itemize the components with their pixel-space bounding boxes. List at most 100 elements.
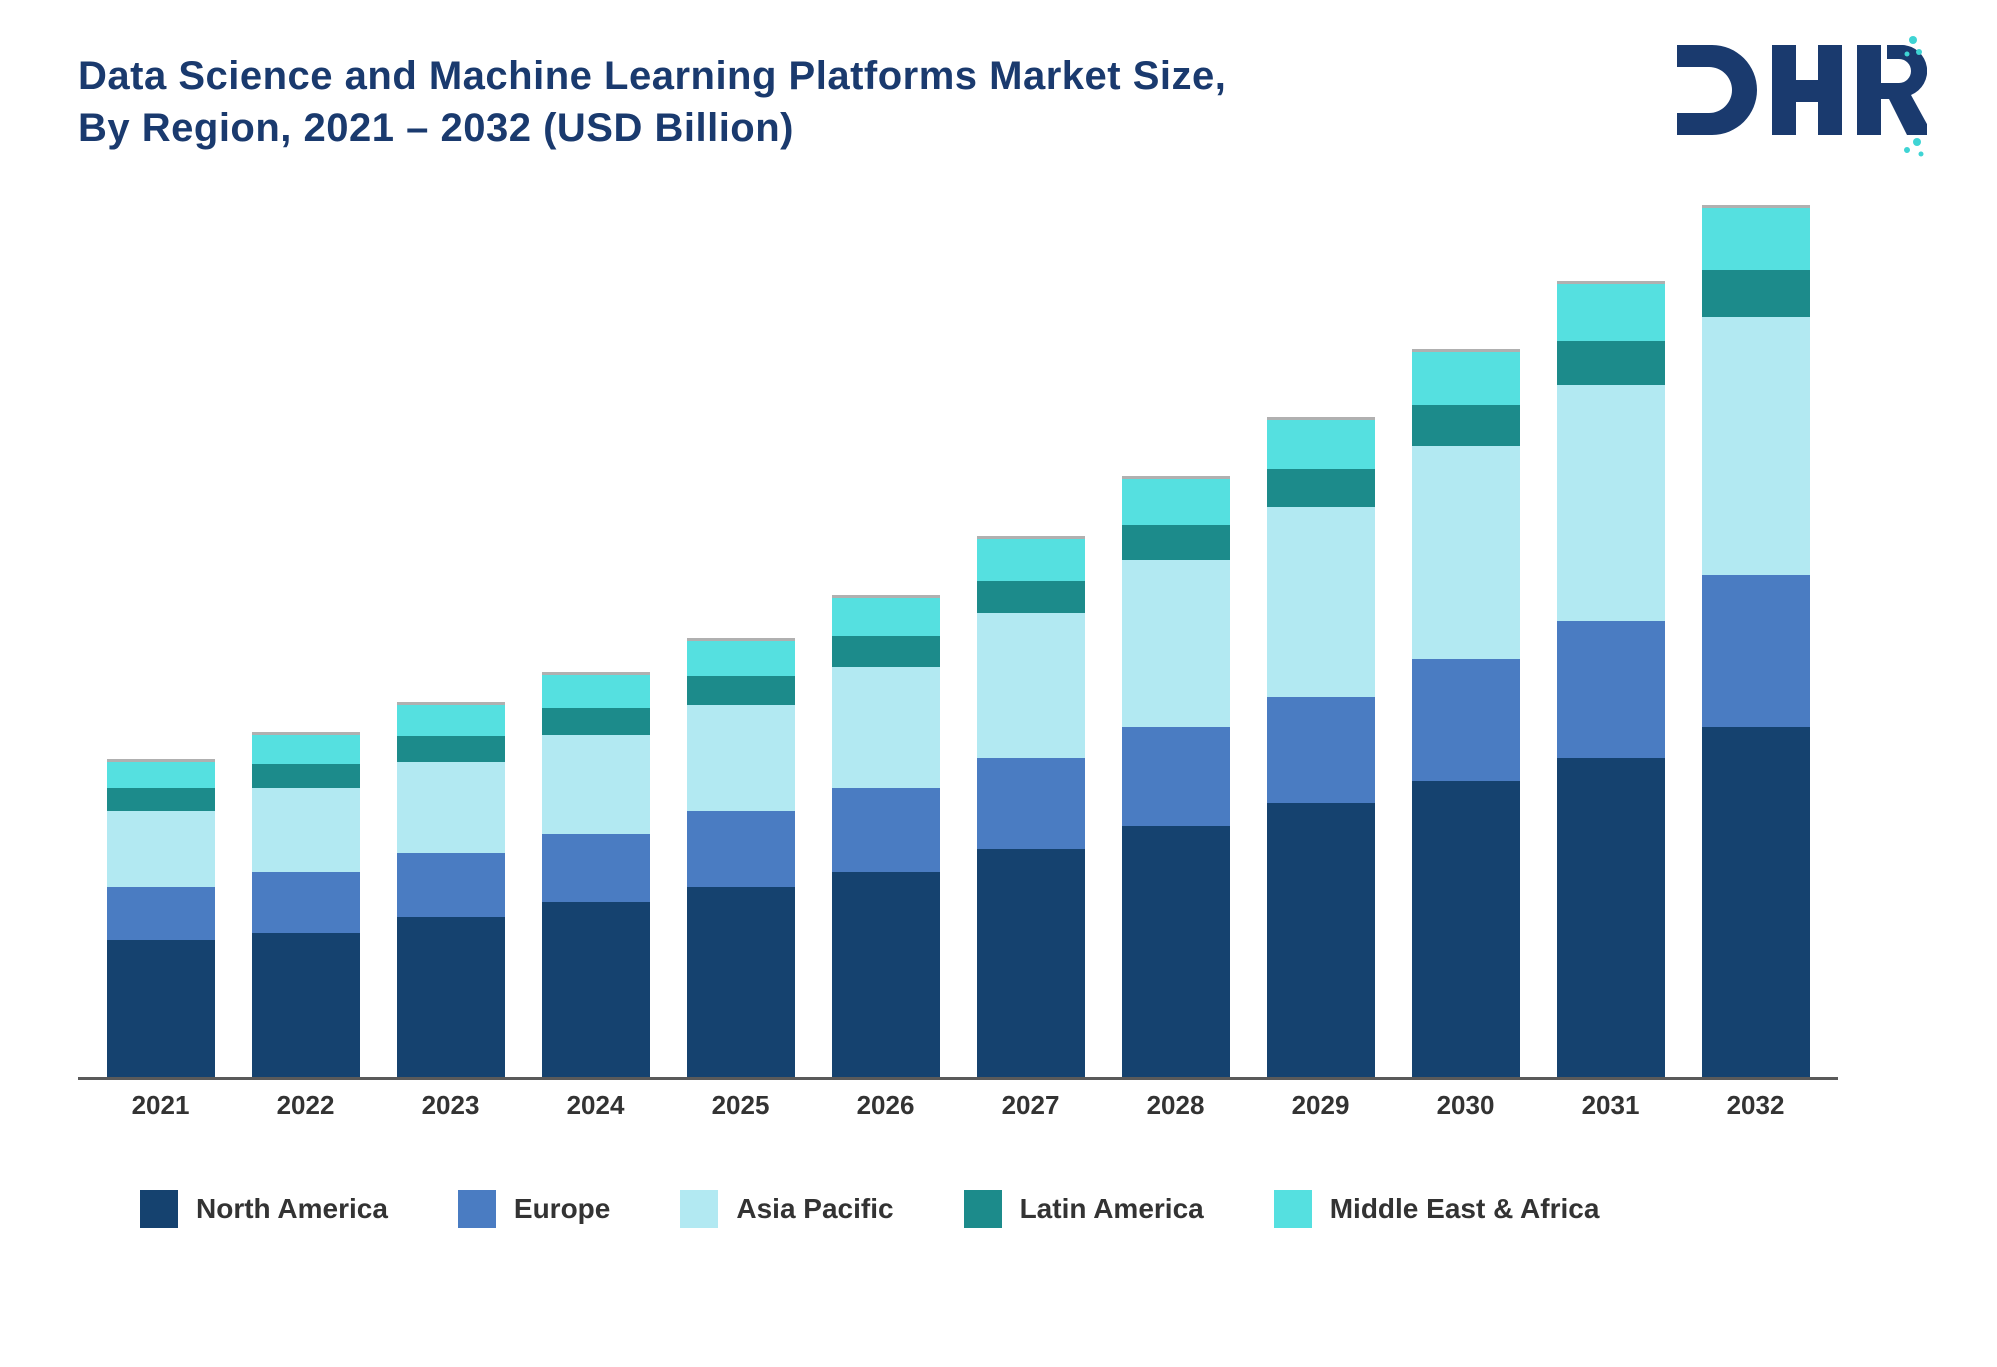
bar-segment [1702, 270, 1810, 317]
bar-segment [977, 758, 1085, 849]
bar-segment [832, 636, 940, 666]
x-axis-label: 2027 [977, 1090, 1085, 1121]
plot-area [78, 260, 1838, 1080]
stacked-bar [1557, 281, 1665, 1077]
x-axis-label: 2026 [832, 1090, 940, 1121]
legend: North America Europe Asia Pacific Latin Ame… [140, 1190, 1599, 1228]
bar-segment [252, 872, 360, 933]
bar-segment [1557, 284, 1665, 342]
x-axis-label: 2025 [687, 1090, 795, 1121]
stacked-bar [832, 595, 940, 1077]
x-axis-label: 2029 [1267, 1090, 1375, 1121]
legend-swatch [140, 1190, 178, 1228]
bar-column [107, 759, 215, 1077]
x-axis-line [78, 1077, 1838, 1080]
x-axis-label: 2021 [107, 1090, 215, 1121]
bar-segment [1122, 727, 1230, 826]
stacked-bar [977, 536, 1085, 1077]
legend-item: Europe [458, 1190, 610, 1228]
bar-segment [1267, 507, 1375, 697]
legend-label: Latin America [1020, 1193, 1204, 1225]
legend-item: Asia Pacific [680, 1190, 893, 1228]
bar-column [1702, 205, 1810, 1077]
x-axis-label: 2022 [252, 1090, 360, 1121]
chart-title-line-1: Data Science and Machine Learning Platfo… [78, 50, 1378, 102]
bar-segment [1702, 208, 1810, 270]
bar-segment [542, 834, 650, 902]
bar-segment [1702, 317, 1810, 575]
stacked-bar [1122, 476, 1230, 1077]
bar-segment [1122, 479, 1230, 525]
stacked-bar [397, 702, 505, 1077]
bar-column [977, 536, 1085, 1077]
bar-segment [397, 762, 505, 853]
bar-segment [687, 887, 795, 1077]
bar-segment [687, 705, 795, 811]
bar-segment [977, 581, 1085, 614]
bar-segment [542, 735, 650, 834]
legend-label: North America [196, 1193, 388, 1225]
bar-segment [687, 676, 795, 705]
x-axis-label: 2030 [1412, 1090, 1520, 1121]
chart-title: Data Science and Machine Learning Platfo… [78, 50, 1378, 154]
bars-container [78, 260, 1838, 1077]
bar-segment [107, 762, 215, 789]
stacked-bar [1702, 205, 1810, 1077]
bar-column [252, 732, 360, 1077]
stacked-bar [1267, 417, 1375, 1077]
stacked-bar [107, 759, 215, 1077]
legend-swatch [1274, 1190, 1312, 1228]
legend-item: Middle East & Africa [1274, 1190, 1600, 1228]
bar-segment [977, 539, 1085, 581]
bar-segment [542, 902, 650, 1077]
legend-swatch [680, 1190, 718, 1228]
bar-segment [832, 872, 940, 1077]
bar-segment [1122, 560, 1230, 727]
bar-column [687, 638, 795, 1077]
bar-segment [1557, 341, 1665, 385]
x-axis-label: 2028 [1122, 1090, 1230, 1121]
stacked-bar [687, 638, 795, 1077]
stacked-bar [252, 732, 360, 1077]
bar-column [832, 595, 940, 1077]
bar-segment [397, 736, 505, 762]
bar-segment [1557, 758, 1665, 1077]
x-axis-label: 2024 [542, 1090, 650, 1121]
bar-segment [107, 811, 215, 887]
bar-segment [1412, 352, 1520, 405]
bar-segment [397, 705, 505, 735]
bar-column [1267, 417, 1375, 1077]
bar-segment [252, 788, 360, 872]
legend-swatch [964, 1190, 1002, 1228]
bar-segment [1412, 446, 1520, 659]
x-axis-label: 2023 [397, 1090, 505, 1121]
bar-column [542, 672, 650, 1077]
legend-item: North America [140, 1190, 388, 1228]
bar-segment [542, 708, 650, 735]
bar-segment [1412, 781, 1520, 1077]
legend-item: Latin America [964, 1190, 1204, 1228]
bar-segment [1267, 803, 1375, 1077]
bar-segment [832, 598, 940, 636]
legend-swatch [458, 1190, 496, 1228]
legend-label: Middle East & Africa [1330, 1193, 1600, 1225]
bar-segment [107, 788, 215, 811]
bar-segment [687, 641, 795, 676]
bar-segment [542, 675, 650, 708]
bar-segment [977, 613, 1085, 757]
bar-segment [977, 849, 1085, 1077]
bar-segment [252, 735, 360, 764]
bar-segment [1267, 697, 1375, 803]
bar-segment [1412, 659, 1520, 781]
legend-label: Asia Pacific [736, 1193, 893, 1225]
bar-segment [107, 887, 215, 940]
x-axis-label: 2032 [1702, 1090, 1810, 1121]
brand-logo [1667, 30, 1927, 165]
bar-column [1557, 281, 1665, 1077]
chart-canvas: Data Science and Machine Learning Platfo… [0, 0, 1997, 1367]
bar-column [397, 702, 505, 1077]
chart-title-line-2: By Region, 2021 – 2032 (USD Billion) [78, 102, 1378, 154]
bar-segment [1412, 405, 1520, 446]
bar-segment [397, 853, 505, 918]
stacked-bar [1412, 349, 1520, 1077]
